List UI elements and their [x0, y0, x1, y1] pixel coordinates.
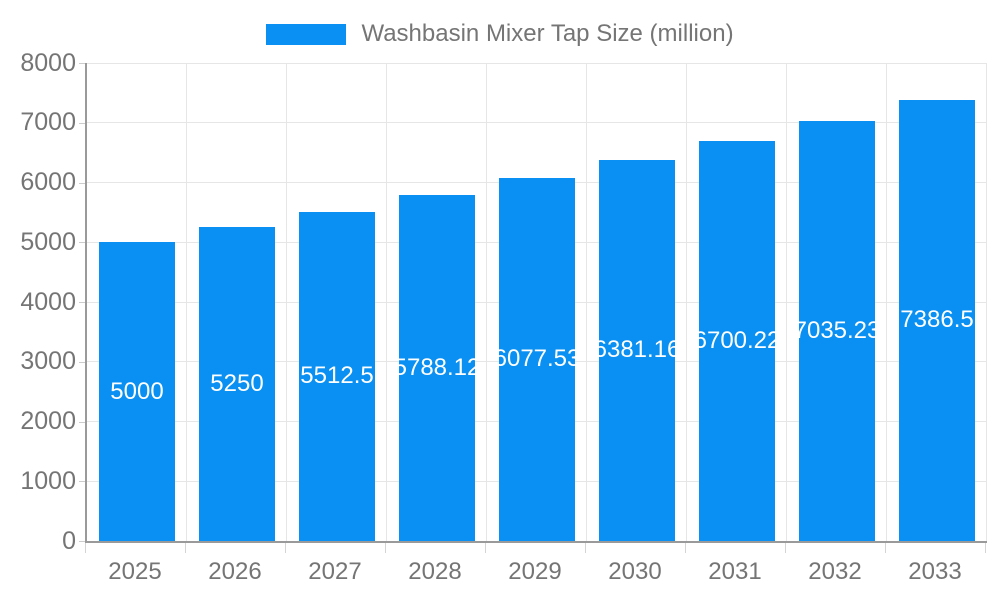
x-axis-tick [385, 543, 386, 553]
x-axis-tick [85, 543, 86, 553]
bar[interactable]: 7386.5 [899, 99, 975, 541]
x-axis-tick [485, 543, 486, 553]
x-axis-tick [985, 543, 986, 553]
y-gridline [87, 122, 987, 124]
x-axis-tick-label: 2033 [908, 558, 962, 585]
y-axis-tick [79, 421, 85, 423]
x-axis-tick-label: 2027 [308, 558, 362, 585]
legend-series-label: Washbasin Mixer Tap Size (million) [361, 20, 734, 47]
x-axis-tick-label: 2032 [808, 558, 862, 585]
x-axis-tick [685, 543, 686, 553]
y-axis-tick [79, 122, 85, 124]
x-gridline [286, 63, 287, 541]
x-axis-tick-label: 2026 [208, 558, 262, 585]
bar-value-label: 7035.23 [799, 316, 875, 344]
legend-color-swatch [266, 23, 347, 45]
x-gridline [886, 63, 887, 541]
bar[interactable]: 5788.12 [399, 195, 475, 541]
x-gridline [786, 63, 787, 541]
x-gridline [486, 63, 487, 541]
bar-value-label: 5000 [110, 377, 164, 405]
x-axis-tick [285, 543, 286, 553]
bar-value-label: 5788.12 [399, 354, 475, 382]
bar-value-label: 6700.22 [699, 326, 775, 354]
y-axis-tick-label: 3000 [20, 347, 76, 376]
bar[interactable]: 5000 [99, 242, 175, 541]
x-axis-tick-label: 2028 [408, 558, 462, 585]
bar-value-label: 5250 [210, 370, 264, 398]
y-axis-tick-label: 6000 [20, 168, 76, 196]
x-axis-tick-label: 2029 [508, 558, 562, 585]
chart-legend[interactable]: Washbasin Mixer Tap Size (million) [0, 16, 1000, 52]
x-gridline [186, 63, 187, 541]
y-axis-tick-label: 0 [62, 526, 76, 555]
y-axis-tick-label: 5000 [20, 227, 76, 256]
y-axis-tick [79, 242, 85, 244]
x-gridline [686, 63, 687, 541]
y-axis-tick-label: 4000 [20, 287, 76, 316]
y-axis-tick [79, 182, 85, 184]
bar-value-label: 6381.16 [599, 336, 675, 364]
y-axis-tick [79, 481, 85, 483]
bar[interactable]: 6700.22 [699, 140, 775, 541]
bar-value-label: 7386.5 [900, 306, 974, 334]
y-gridline [87, 62, 987, 64]
bar[interactable]: 6381.16 [599, 159, 675, 541]
x-axis-tick [885, 543, 886, 553]
x-gridline [586, 63, 587, 541]
plot-area: 5000 5250 5512.5 5788.12 6077.53 6381.16 6700.… [85, 62, 987, 543]
y-axis-tick [79, 63, 85, 64]
y-axis-tick-label: 2000 [20, 407, 76, 435]
x-axis-tick-label: 2025 [108, 558, 162, 585]
x-axis-tick [185, 543, 186, 553]
bar[interactable]: 5512.5 [299, 211, 375, 541]
y-axis-tick-label: 7000 [20, 108, 76, 137]
bar[interactable]: 7035.23 [799, 120, 875, 541]
x-gridline [986, 63, 987, 541]
y-axis-tick [79, 541, 85, 542]
y-axis-tick-label: 8000 [20, 48, 76, 77]
bar[interactable]: 6077.53 [499, 177, 575, 541]
x-axis-tick [785, 543, 786, 553]
bar-value-label: 6077.53 [499, 345, 575, 373]
y-axis-tick [79, 361, 85, 363]
bar-value-label: 5512.5 [300, 362, 374, 390]
y-axis-tick [79, 302, 85, 303]
x-axis-tick [585, 543, 586, 553]
x-axis-tick-label: 2031 [708, 558, 762, 585]
x-gridline [386, 63, 387, 541]
bar[interactable]: 5250 [199, 227, 275, 541]
y-axis-tick-label: 1000 [20, 466, 76, 495]
x-axis-tick-label: 2030 [608, 558, 662, 585]
